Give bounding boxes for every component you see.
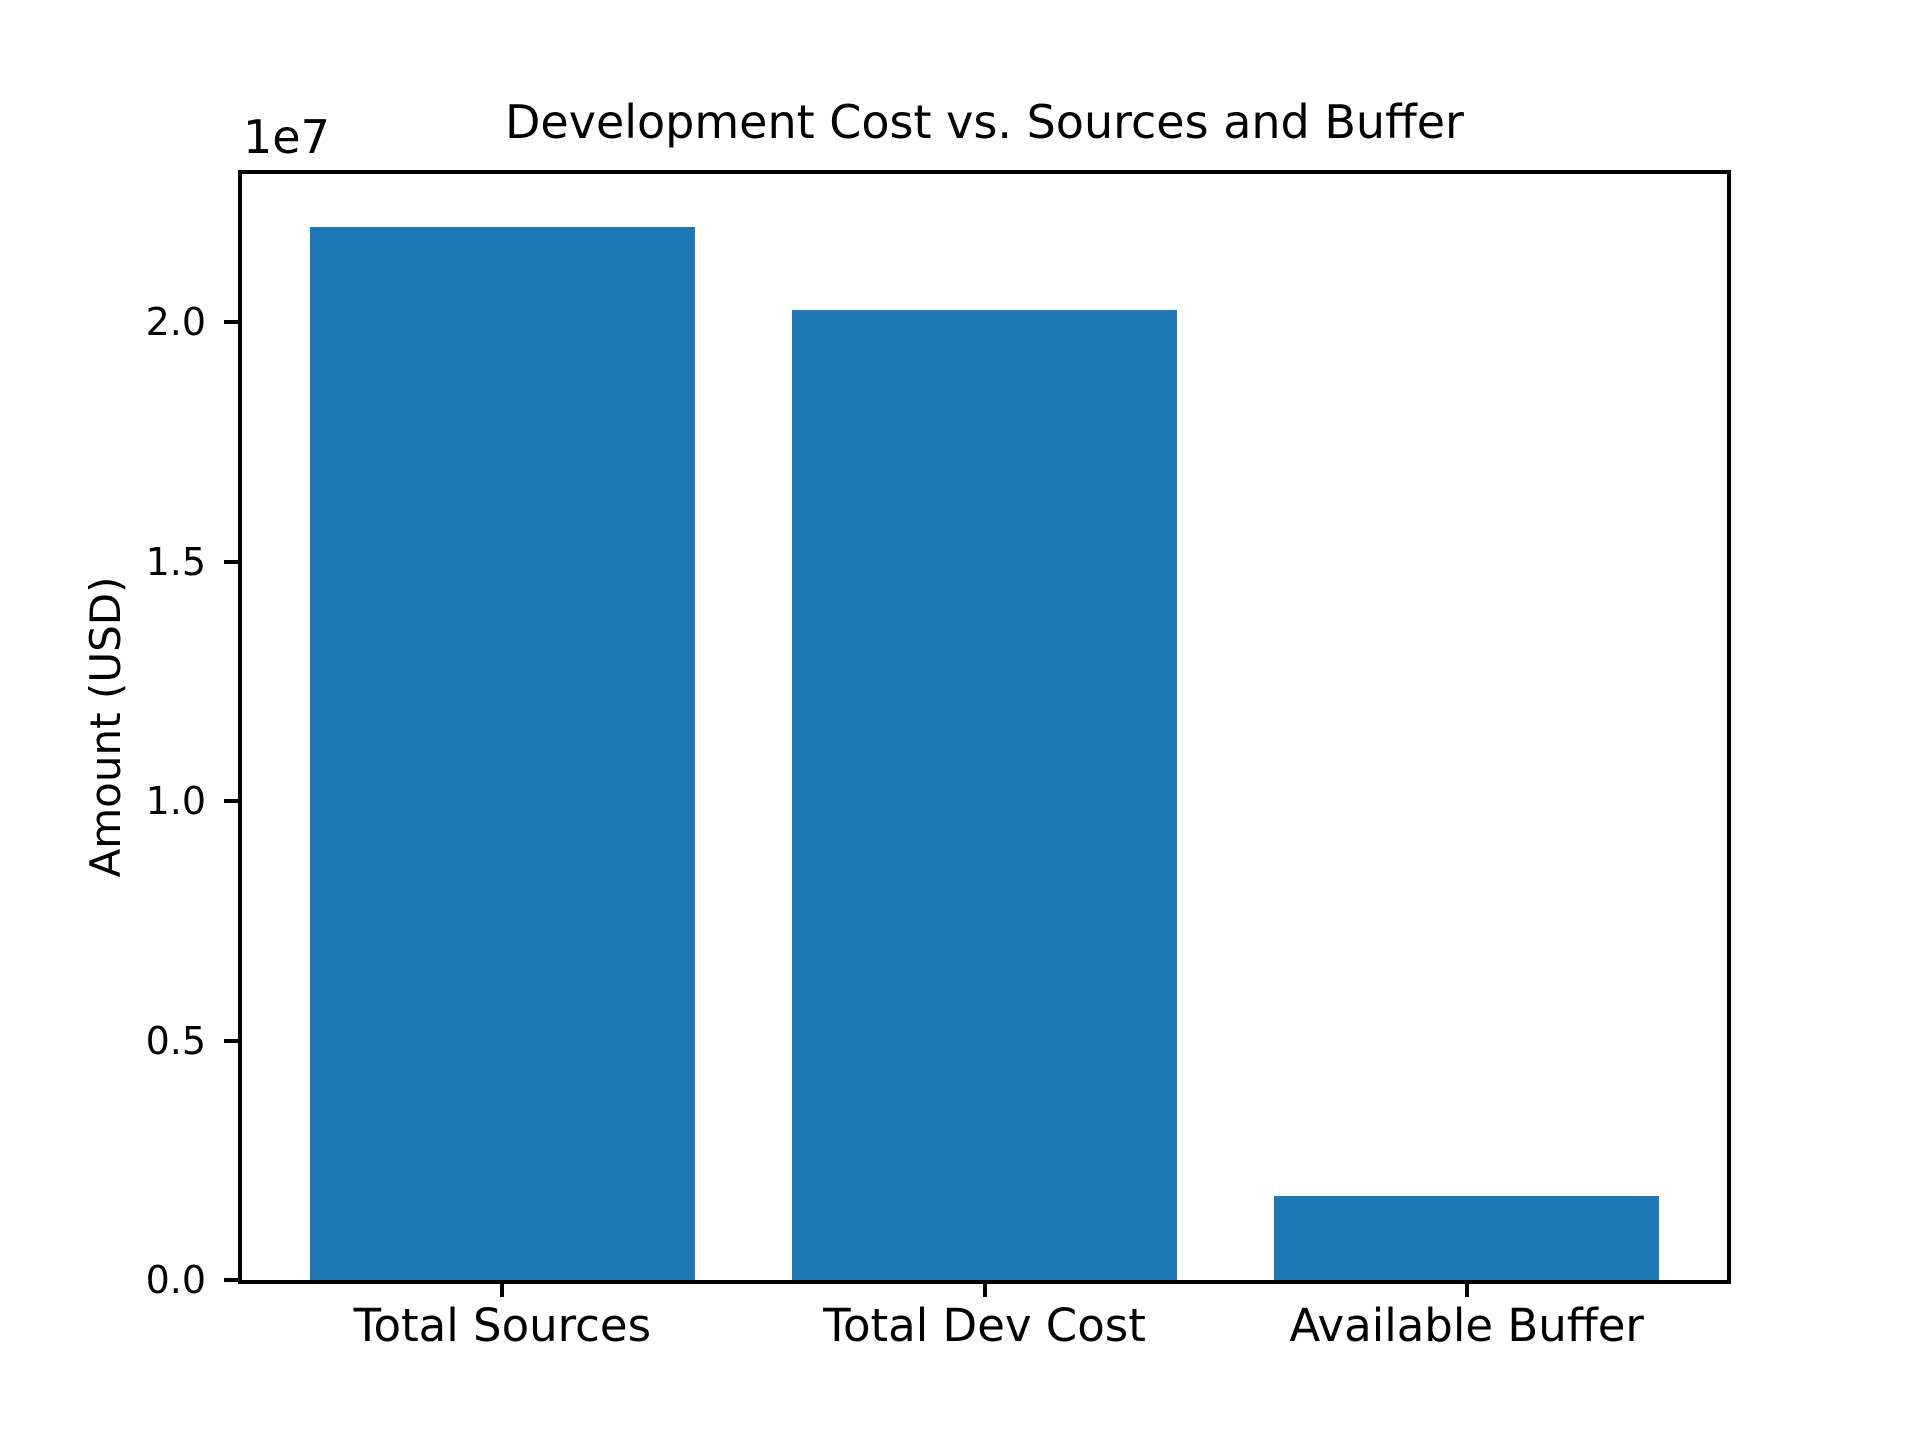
y-tick-label: 0.5 [145, 1018, 206, 1063]
y-axis-label: Amount (USD) [81, 576, 130, 878]
y-tick-mark [224, 320, 238, 325]
x-tick-mark [500, 1284, 505, 1297]
y-tick-label: 0.0 [145, 1258, 206, 1302]
y-axis-offset-text: 1e7 [243, 110, 330, 164]
y-tick-mark [224, 559, 238, 564]
x-tick-mark [1464, 1284, 1469, 1297]
y-tick-mark [224, 1038, 238, 1043]
chart-title: Development Cost vs. Sources and Buffer [505, 95, 1464, 149]
y-tick-mark [224, 1278, 238, 1282]
x-tick-label: Total Sources [353, 1299, 652, 1352]
y-tick-label: 2.0 [145, 300, 206, 345]
x-tick-label: Available Buffer [1289, 1299, 1644, 1352]
y-tick-mark [224, 799, 238, 804]
plot-area [238, 170, 1731, 1284]
bar-total-dev-cost [791, 310, 1178, 1280]
x-tick-label: Total Dev Cost [823, 1299, 1146, 1352]
x-tick-mark [982, 1284, 987, 1297]
bar-available-buffer [1273, 1196, 1660, 1280]
bar-total-sources [309, 226, 696, 1280]
